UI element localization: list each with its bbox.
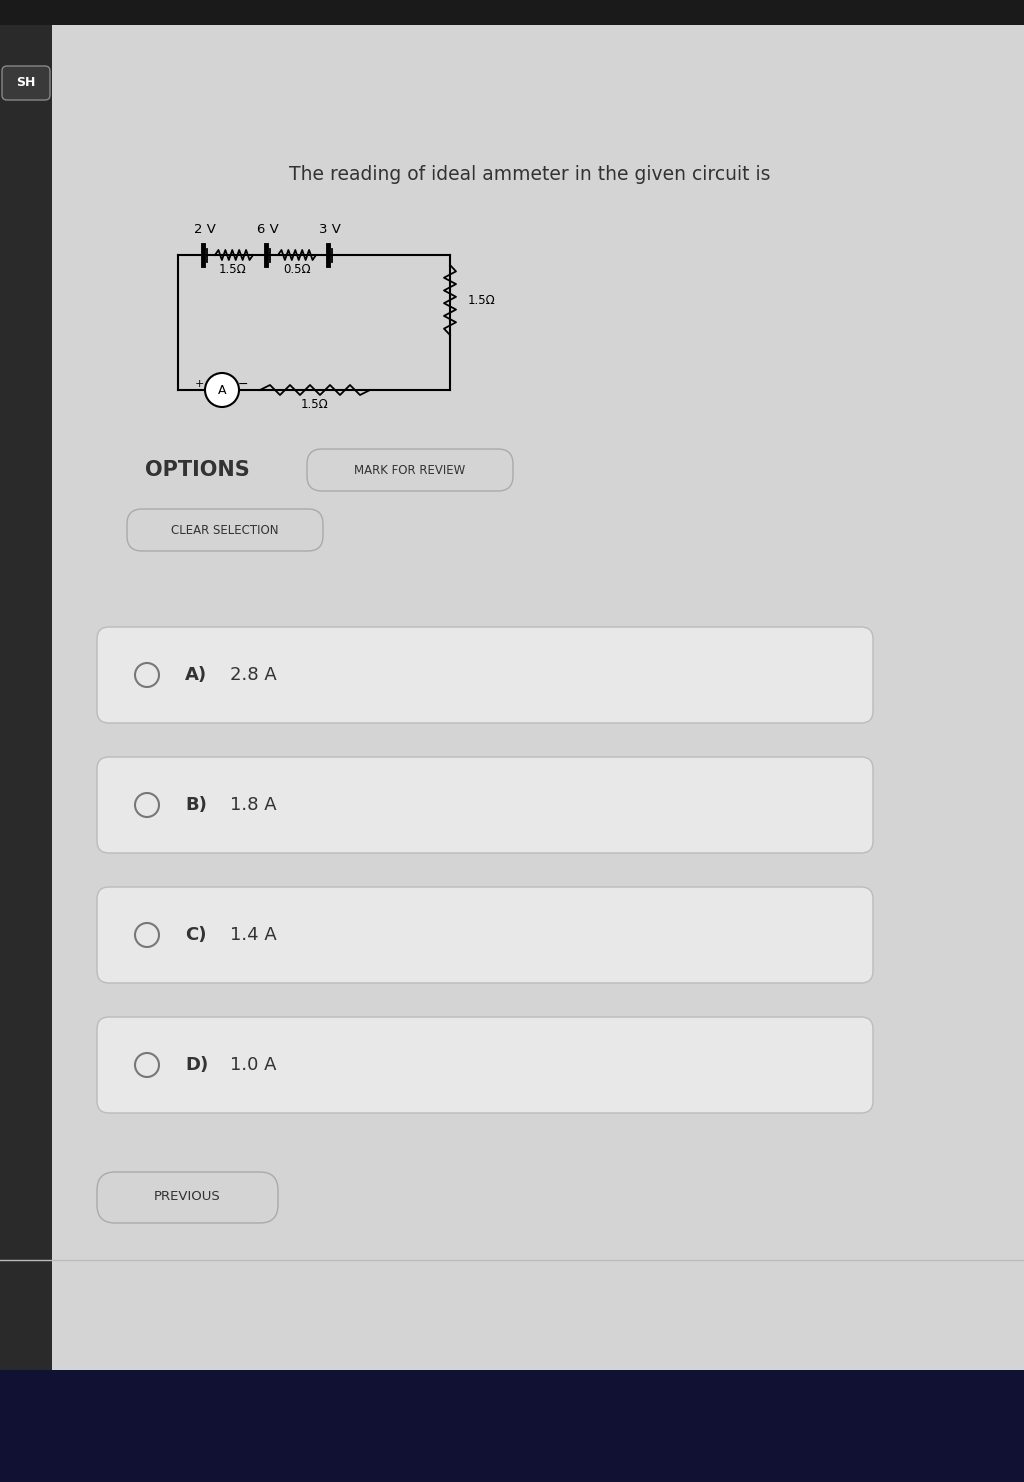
Text: 2 V: 2 V xyxy=(195,222,216,236)
Text: C): C) xyxy=(185,926,207,944)
Text: 1.5Ω: 1.5Ω xyxy=(468,293,496,307)
FancyBboxPatch shape xyxy=(97,757,873,854)
Text: 1.5Ω: 1.5Ω xyxy=(301,399,329,411)
FancyBboxPatch shape xyxy=(0,0,1024,25)
FancyBboxPatch shape xyxy=(307,449,513,491)
Text: 1.8 A: 1.8 A xyxy=(230,796,276,814)
Text: 2.8 A: 2.8 A xyxy=(230,665,276,685)
Text: D): D) xyxy=(185,1057,208,1074)
Text: 3 V: 3 V xyxy=(319,222,341,236)
FancyBboxPatch shape xyxy=(127,508,323,551)
Circle shape xyxy=(205,373,239,408)
FancyBboxPatch shape xyxy=(0,0,52,1369)
Text: A): A) xyxy=(185,665,207,685)
Text: B): B) xyxy=(185,796,207,814)
FancyBboxPatch shape xyxy=(0,1369,1024,1482)
Text: CLEAR SELECTION: CLEAR SELECTION xyxy=(171,523,279,536)
Text: 0.5Ω: 0.5Ω xyxy=(284,262,311,276)
FancyBboxPatch shape xyxy=(97,888,873,983)
Text: The reading of ideal ammeter in the given circuit is: The reading of ideal ammeter in the give… xyxy=(289,166,771,184)
Text: −: − xyxy=(238,378,248,390)
Text: A: A xyxy=(218,384,226,397)
Text: 1.5Ω: 1.5Ω xyxy=(219,262,247,276)
FancyBboxPatch shape xyxy=(2,67,50,99)
Text: 6 V: 6 V xyxy=(257,222,279,236)
Text: SH: SH xyxy=(16,77,36,89)
FancyBboxPatch shape xyxy=(97,1017,873,1113)
Text: OPTIONS: OPTIONS xyxy=(145,459,250,480)
Text: 1.0 A: 1.0 A xyxy=(230,1057,276,1074)
Text: MARK FOR REVIEW: MARK FOR REVIEW xyxy=(354,464,466,477)
Text: +: + xyxy=(195,379,204,388)
Text: 1.4 A: 1.4 A xyxy=(230,926,276,944)
FancyBboxPatch shape xyxy=(97,627,873,723)
FancyBboxPatch shape xyxy=(97,1172,278,1223)
Text: PREVIOUS: PREVIOUS xyxy=(154,1190,220,1203)
